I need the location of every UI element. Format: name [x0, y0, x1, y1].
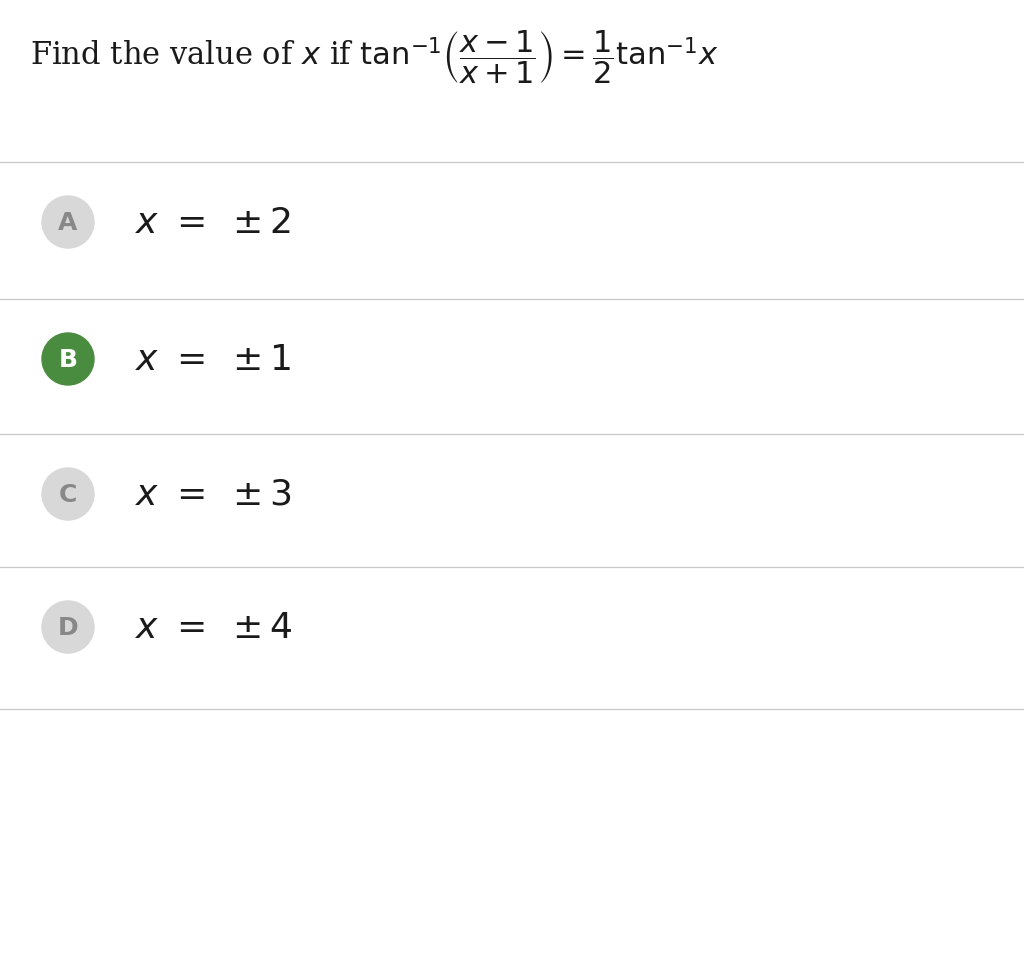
Text: $x\ =\ \pm4$: $x\ =\ \pm4$ [135, 610, 293, 644]
Circle shape [42, 469, 94, 521]
Text: B: B [58, 348, 78, 372]
Text: Find the value of $x$ if $\tan^{-1}\!\left(\dfrac{x-1}{x+1}\right) = \dfrac{1}{2: Find the value of $x$ if $\tan^{-1}\!\le… [30, 28, 719, 86]
Text: $x\ =\ \pm1$: $x\ =\ \pm1$ [135, 343, 291, 377]
Text: A: A [58, 210, 78, 234]
Text: D: D [57, 615, 78, 639]
Circle shape [42, 602, 94, 653]
Circle shape [42, 197, 94, 249]
Circle shape [42, 333, 94, 385]
Text: C: C [58, 482, 77, 506]
Text: $x\ =\ \pm2$: $x\ =\ \pm2$ [135, 206, 291, 239]
Text: $x\ =\ \pm3$: $x\ =\ \pm3$ [135, 478, 292, 511]
